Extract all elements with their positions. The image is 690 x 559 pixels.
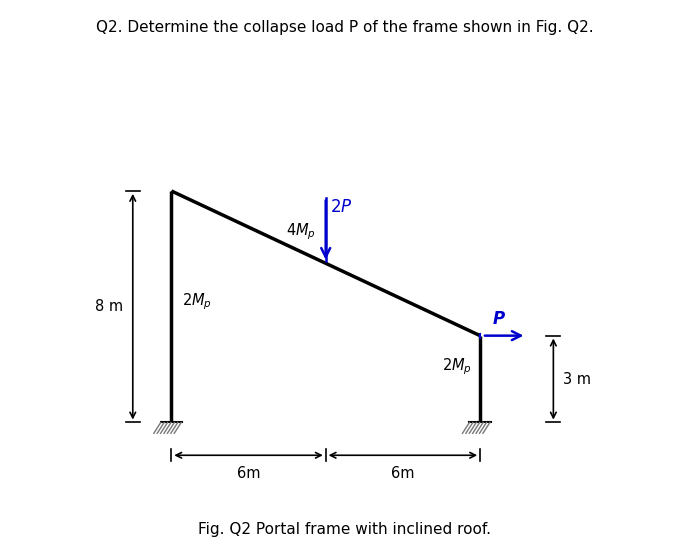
Text: 6m: 6m <box>391 466 415 481</box>
Text: $\boldsymbol{P}$: $\boldsymbol{P}$ <box>491 310 506 328</box>
Text: Fig. Q2 Portal frame with inclined roof.: Fig. Q2 Portal frame with inclined roof. <box>199 522 491 537</box>
Text: Q2. Determine the collapse load P of the frame shown in Fig. Q2.: Q2. Determine the collapse load P of the… <box>96 20 594 35</box>
Text: 6m: 6m <box>237 466 260 481</box>
Text: $2M_p$: $2M_p$ <box>182 292 212 312</box>
Text: 3 m: 3 m <box>563 372 591 387</box>
Text: $4M_p$: $4M_p$ <box>286 221 316 242</box>
Text: 8 m: 8 m <box>95 299 123 314</box>
Text: $2P$: $2P$ <box>331 198 353 216</box>
Text: $2M_p$: $2M_p$ <box>442 356 471 377</box>
